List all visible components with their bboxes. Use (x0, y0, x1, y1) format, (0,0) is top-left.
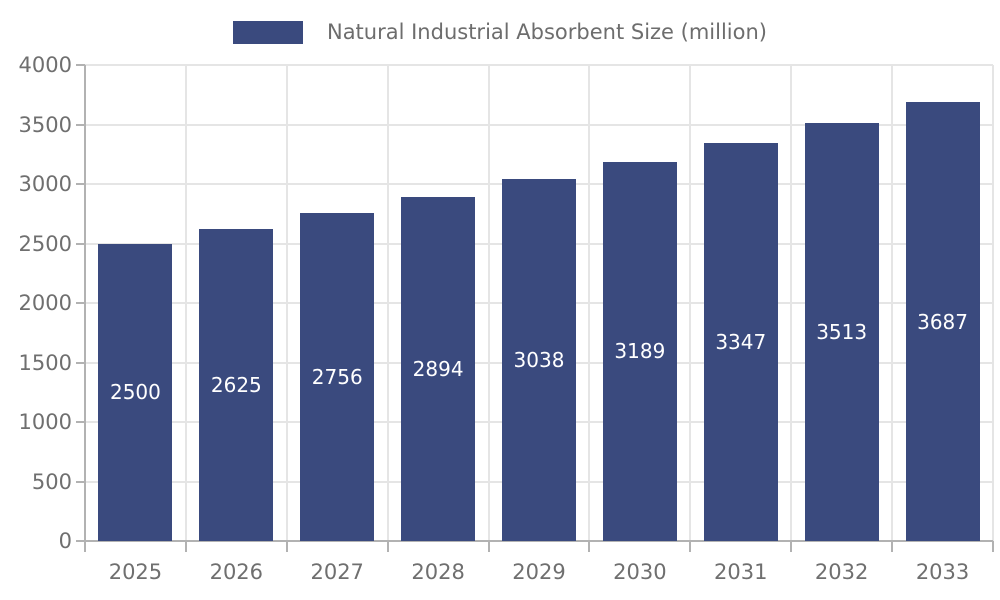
x-tick-label: 2027 (310, 560, 364, 584)
bar (199, 228, 274, 541)
x-tick-label: 2033 (915, 560, 970, 584)
y-tick-label: 3000 (18, 172, 72, 196)
y-tick-label: 0 (58, 529, 72, 553)
bar-value-label: 3687 (917, 309, 968, 334)
bar-value-label: 3513 (816, 319, 868, 344)
gridline-horizontal (85, 64, 993, 66)
y-axis-tick (76, 123, 85, 126)
x-tick-label: 2031 (714, 560, 768, 584)
y-tick-label: 1000 (18, 410, 72, 434)
gridline-vertical (790, 65, 793, 541)
x-axis-line (85, 540, 993, 542)
bar (602, 161, 677, 541)
x-tick-label: 2028 (411, 560, 465, 584)
bar (98, 243, 173, 541)
bar (905, 102, 980, 541)
x-axis-tick (84, 541, 86, 552)
y-tick-label: 2500 (18, 231, 72, 256)
x-axis-tick (790, 541, 793, 552)
bar (703, 142, 778, 541)
y-tick-label: 1500 (18, 350, 72, 375)
x-axis-tick (184, 541, 187, 552)
x-tick-label: 2029 (512, 560, 566, 584)
bar-value-label: 3038 (513, 348, 565, 373)
x-axis-tick (891, 541, 894, 552)
y-axis-tick (76, 302, 85, 304)
y-axis-tick (76, 480, 85, 483)
bar (502, 179, 576, 541)
y-axis-tick (76, 421, 85, 423)
y-axis-tick (76, 361, 85, 364)
y-tick-label: 3500 (18, 112, 72, 137)
x-axis-tick (285, 541, 288, 552)
y-axis-tick (76, 183, 85, 185)
bar-value-label: 3347 (715, 329, 767, 354)
y-axis-line (84, 65, 86, 541)
bar-value-label: 2894 (412, 356, 464, 381)
x-axis-tick (487, 541, 490, 552)
gridline-vertical (285, 65, 288, 541)
gridline-vertical (588, 65, 591, 541)
x-axis-tick (992, 541, 994, 552)
gridline-vertical (487, 65, 490, 541)
gridline-vertical (184, 65, 187, 541)
gridline-vertical (689, 65, 692, 541)
bar-value-label: 2625 (210, 372, 262, 397)
x-axis-tick (386, 541, 389, 552)
gridline-vertical (992, 65, 994, 541)
legend-swatch (232, 20, 303, 44)
bar (300, 213, 375, 541)
bar-value-label: 2500 (109, 380, 161, 405)
bar-value-label: 3189 (614, 339, 666, 364)
x-tick-label: 2030 (613, 560, 667, 584)
y-tick-label: 500 (31, 469, 72, 494)
legend: Natural Industrial Absorbent Size (milli… (0, 20, 1000, 44)
bar (401, 196, 476, 541)
y-tick-label: 2000 (18, 291, 72, 315)
x-tick-label: 2032 (814, 560, 869, 584)
bar-value-label: 2756 (311, 365, 363, 389)
legend-label: Natural Industrial Absorbent Size (milli… (326, 20, 767, 44)
x-axis-tick (689, 541, 692, 552)
y-axis-tick (76, 242, 85, 245)
gridline-horizontal (85, 123, 993, 126)
x-tick-label: 2025 (108, 560, 163, 584)
x-axis-tick (588, 541, 591, 552)
gridline-vertical (386, 65, 389, 541)
y-tick-label: 4000 (18, 53, 72, 77)
gridline-vertical (891, 65, 894, 541)
bar (804, 122, 879, 541)
x-tick-label: 2026 (209, 560, 264, 584)
y-axis-tick (76, 64, 85, 66)
y-axis-tick (76, 540, 85, 542)
